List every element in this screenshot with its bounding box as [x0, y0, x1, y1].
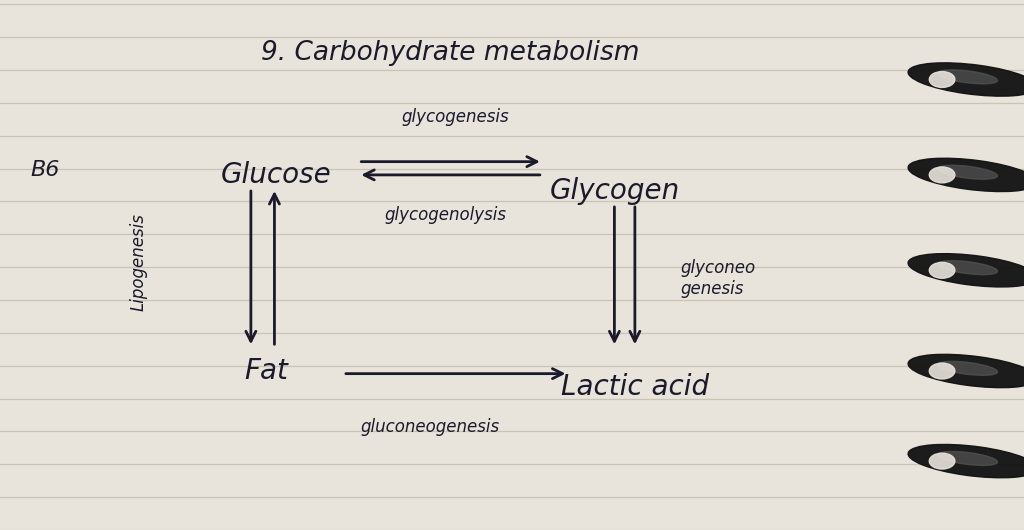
Ellipse shape [938, 452, 997, 465]
Text: Glucose: Glucose [221, 161, 332, 189]
Ellipse shape [938, 261, 997, 275]
Ellipse shape [908, 254, 1024, 287]
Ellipse shape [930, 167, 954, 183]
Ellipse shape [930, 363, 954, 379]
Ellipse shape [930, 262, 954, 278]
Text: B6: B6 [31, 160, 60, 180]
Text: Lipogenesis: Lipogenesis [129, 214, 147, 311]
Text: gluconeogenesis: gluconeogenesis [360, 418, 500, 436]
Ellipse shape [938, 70, 997, 84]
Ellipse shape [930, 72, 954, 87]
Text: glyconeo
genesis: glyconeo genesis [681, 259, 756, 298]
Ellipse shape [908, 158, 1024, 191]
Text: glycogenolysis: glycogenolysis [384, 206, 507, 224]
Text: Fat: Fat [245, 357, 288, 385]
Ellipse shape [908, 445, 1024, 478]
Ellipse shape [938, 165, 997, 179]
Ellipse shape [930, 453, 954, 469]
Text: 9. Carbohydrate metabolism: 9. Carbohydrate metabolism [261, 40, 640, 66]
Ellipse shape [908, 63, 1024, 96]
Text: Lactic acid: Lactic acid [561, 373, 709, 401]
Text: glycogenesis: glycogenesis [401, 108, 510, 126]
Ellipse shape [908, 355, 1024, 387]
Text: Glycogen: Glycogen [549, 177, 680, 205]
Ellipse shape [938, 361, 997, 375]
